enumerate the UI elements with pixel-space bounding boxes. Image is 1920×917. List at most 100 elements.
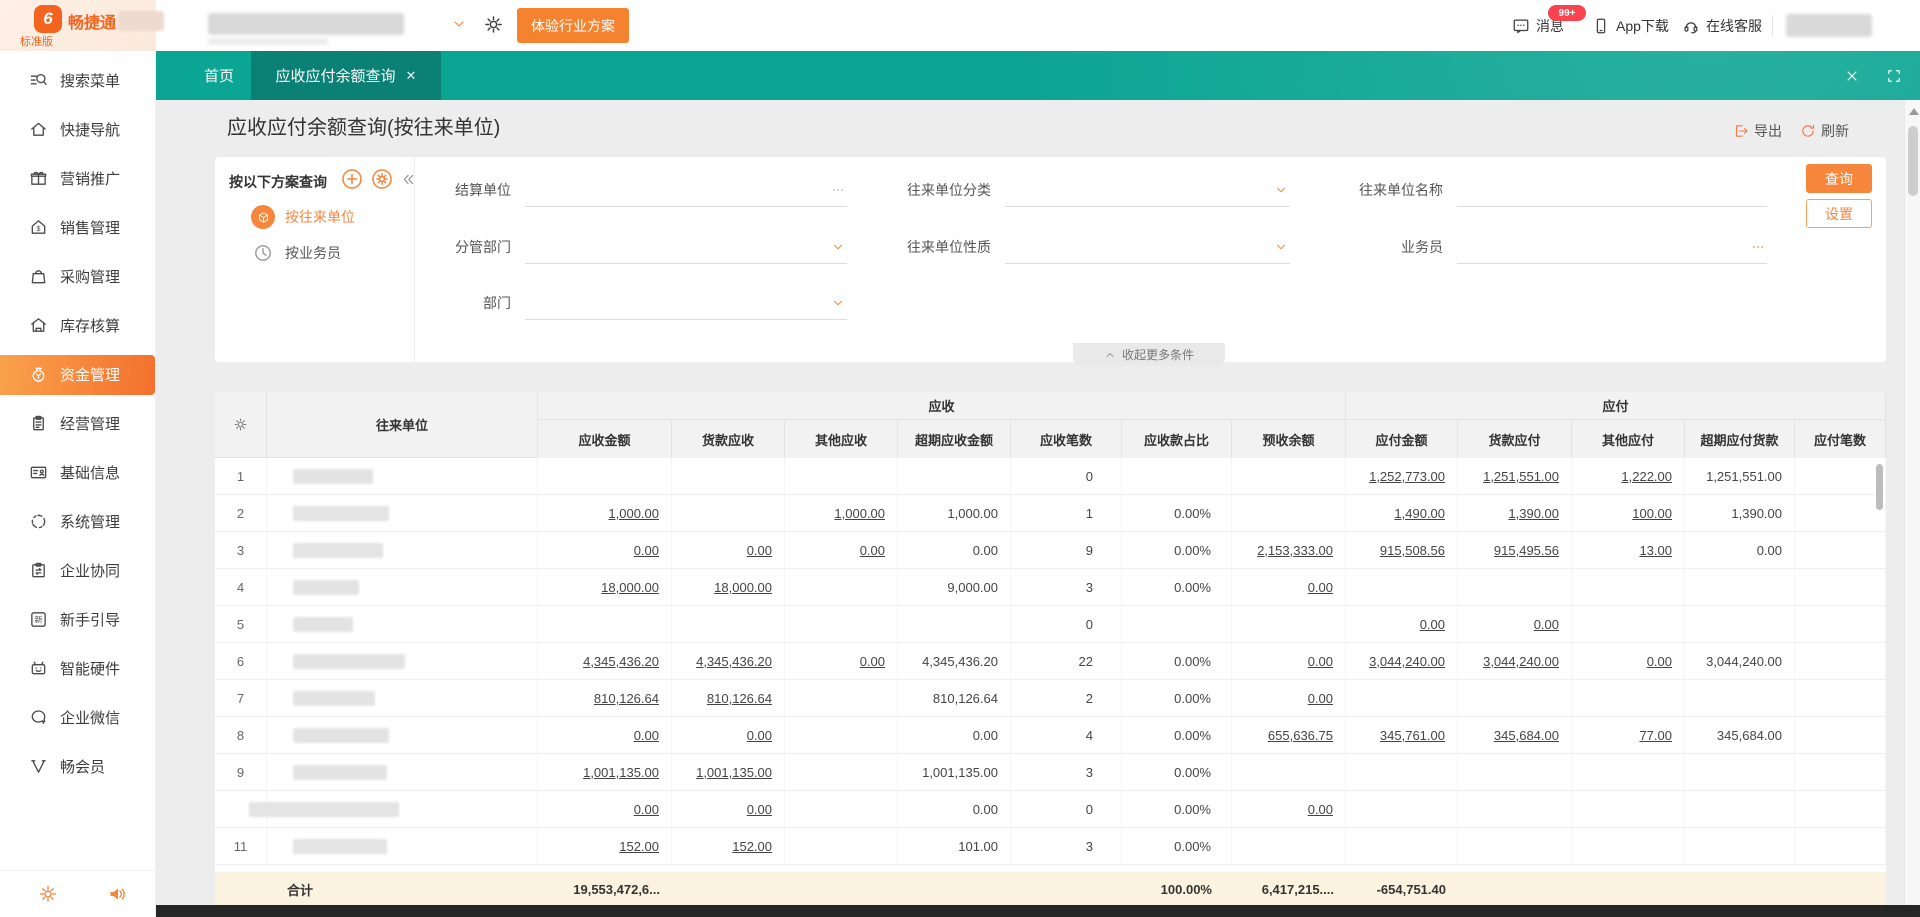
scrollbar-up-arrow[interactable]	[1909, 108, 1919, 115]
chevron-down-icon[interactable]	[1274, 240, 1288, 254]
collapse-panel-icon[interactable]	[401, 172, 416, 187]
chevron-down-icon[interactable]	[1274, 183, 1288, 197]
field-input[interactable]	[525, 287, 847, 320]
tab-close-icon[interactable]: ✕	[405, 67, 417, 83]
gear-icon[interactable]	[483, 14, 504, 35]
field-input[interactable]	[1005, 231, 1290, 264]
amount-link[interactable]: 100.00	[1632, 505, 1672, 521]
amount-link[interactable]: 1,390.00	[1508, 505, 1559, 521]
amount-link[interactable]: 810,126.64	[706, 690, 772, 706]
amount-link[interactable]: 0.00	[1307, 653, 1333, 669]
amount-link[interactable]: 915,495.56	[1493, 542, 1559, 558]
amount-link[interactable]: 77.00	[1639, 727, 1672, 743]
field-input[interactable]	[525, 174, 847, 207]
amount-link[interactable]: 0.00	[1419, 616, 1445, 632]
amount-link[interactable]: 810,126.64	[593, 690, 659, 706]
sidebar-item-funds[interactable]: 资金管理	[0, 354, 155, 395]
table-scrollbar-thumb[interactable]	[1876, 464, 1883, 510]
amount-link[interactable]: 1,001,135.00	[583, 764, 659, 780]
field-input[interactable]	[1457, 174, 1767, 207]
amount-link[interactable]: 345,761.00	[1379, 727, 1445, 743]
amount-link[interactable]: 0.00	[859, 653, 885, 669]
tab-receivable-payable-query[interactable]: 应收应付余额查询 ✕	[251, 51, 441, 100]
sidebar-item-sales[interactable]: $ 销售管理	[0, 203, 155, 252]
amount-link[interactable]: 4,345,436.20	[583, 653, 659, 669]
amount-link[interactable]: 2,153,333.00	[1257, 542, 1333, 558]
online-service-button[interactable]: 在线客服	[1682, 0, 1762, 51]
amount-link[interactable]: 1,222.00	[1621, 468, 1672, 484]
amount-link[interactable]: 915,508.56	[1379, 542, 1445, 558]
sidebar-item-collaboration[interactable]: 企业协同	[0, 546, 155, 595]
amount-link[interactable]: 0.00	[1307, 690, 1333, 706]
amount-link[interactable]: 1,000.00	[608, 505, 659, 521]
speaker-icon[interactable]	[107, 884, 127, 904]
sidebar-item-operations[interactable]: 经营管理	[0, 399, 155, 448]
fullscreen-icon[interactable]	[1886, 68, 1902, 84]
refresh-button[interactable]: 刷新	[1800, 121, 1849, 141]
sidebar-item-newbie-guide[interactable]: 新 新手引导	[0, 595, 155, 644]
amount-link[interactable]: 0.00	[633, 727, 659, 743]
add-scheme-icon[interactable]	[341, 168, 363, 190]
chevron-down-icon[interactable]	[831, 240, 845, 254]
settings-button[interactable]: 设置	[1806, 199, 1872, 228]
amount-link[interactable]: 3,044,240.00	[1369, 653, 1445, 669]
amount-link[interactable]: 152.00	[732, 838, 772, 854]
amount-link[interactable]: 345,684.00	[1493, 727, 1559, 743]
amount-link[interactable]: 1,000.00	[834, 505, 885, 521]
amount-link[interactable]: 0.00	[746, 542, 772, 558]
amount-link[interactable]: 0.00	[1307, 579, 1333, 595]
close-all-tabs-icon[interactable]	[1844, 68, 1860, 84]
amount-link[interactable]: 1,490.00	[1394, 505, 1445, 521]
amount-link[interactable]: 0.00	[633, 542, 659, 558]
sidebar-item-marketing[interactable]: 营销推广	[0, 154, 155, 203]
page-scrollbar[interactable]	[1904, 100, 1920, 905]
amount-link[interactable]: 1,251,551.00	[1483, 468, 1559, 484]
export-button[interactable]: 导出	[1733, 121, 1782, 141]
sidebar-item-quick-nav[interactable]: 快捷导航	[0, 105, 155, 154]
amount-link[interactable]: 655,636.75	[1267, 727, 1333, 743]
scheme-by-partner[interactable]: 按往来单位	[251, 205, 355, 229]
sidebar-item-search[interactable]: 搜索菜单	[0, 56, 155, 105]
amount-link[interactable]: 13.00	[1639, 542, 1672, 558]
sidebar-item-system[interactable]: 系统管理	[0, 497, 155, 546]
chevron-down-icon[interactable]	[831, 296, 845, 310]
experience-solution-button[interactable]: 体验行业方案	[517, 8, 629, 43]
app-download-button[interactable]: App下载	[1592, 0, 1669, 51]
messages-button[interactable]: 消息	[1512, 0, 1564, 51]
amount-link[interactable]: 0.00	[1307, 801, 1333, 817]
sidebar-item-base-info[interactable]: 基础信息	[0, 448, 155, 497]
chevron-down-icon[interactable]	[451, 16, 467, 32]
sidebar-item-smart-hardware[interactable]: 智能硬件	[0, 644, 155, 693]
amount-link[interactable]: 0.00	[859, 542, 885, 558]
ellipsis-icon[interactable]	[1751, 240, 1765, 254]
scheme-settings-icon[interactable]	[371, 168, 393, 190]
amount-link[interactable]: 1,001,135.00	[696, 764, 772, 780]
amount-link[interactable]: 0.00	[1533, 616, 1559, 632]
sidebar-item-member[interactable]: 畅会员	[0, 742, 155, 791]
amount-link[interactable]: 0.00	[746, 801, 772, 817]
amount-link[interactable]: 18,000.00	[601, 579, 659, 595]
scheme-by-salesman[interactable]: 按业务员	[251, 241, 341, 265]
sidebar-item-inventory[interactable]: 库存核算	[0, 301, 155, 350]
header-gear-cell[interactable]	[215, 392, 267, 458]
scrollbar-thumb[interactable]	[1908, 126, 1918, 196]
tab-home[interactable]: 首页	[203, 68, 234, 85]
sidebar-item-wechat-work[interactable]: 企业微信	[0, 693, 155, 742]
amount-link[interactable]: 0.00	[746, 727, 772, 743]
query-button[interactable]: 查询	[1806, 164, 1872, 193]
field-input[interactable]	[1005, 174, 1290, 207]
sidebar-item-purchase[interactable]: 采购管理	[0, 252, 155, 301]
amount-link[interactable]: 3,044,240.00	[1483, 653, 1559, 669]
settings-gear-icon[interactable]	[38, 884, 58, 904]
amount-link[interactable]: 18,000.00	[714, 579, 772, 595]
amount-link[interactable]: 4,345,436.20	[696, 653, 772, 669]
table-settings-gear-icon[interactable]	[233, 417, 248, 432]
amount-link[interactable]: 0.00	[1646, 653, 1672, 669]
ellipsis-icon[interactable]	[831, 183, 845, 197]
collapse-more-conditions[interactable]: 收起更多条件	[1073, 343, 1225, 366]
field-input[interactable]	[525, 231, 847, 264]
amount-link[interactable]: 0.00	[633, 801, 659, 817]
field-input[interactable]	[1457, 231, 1767, 264]
amount-link[interactable]: 1,252,773.00	[1369, 468, 1445, 484]
amount-link[interactable]: 152.00	[619, 838, 659, 854]
